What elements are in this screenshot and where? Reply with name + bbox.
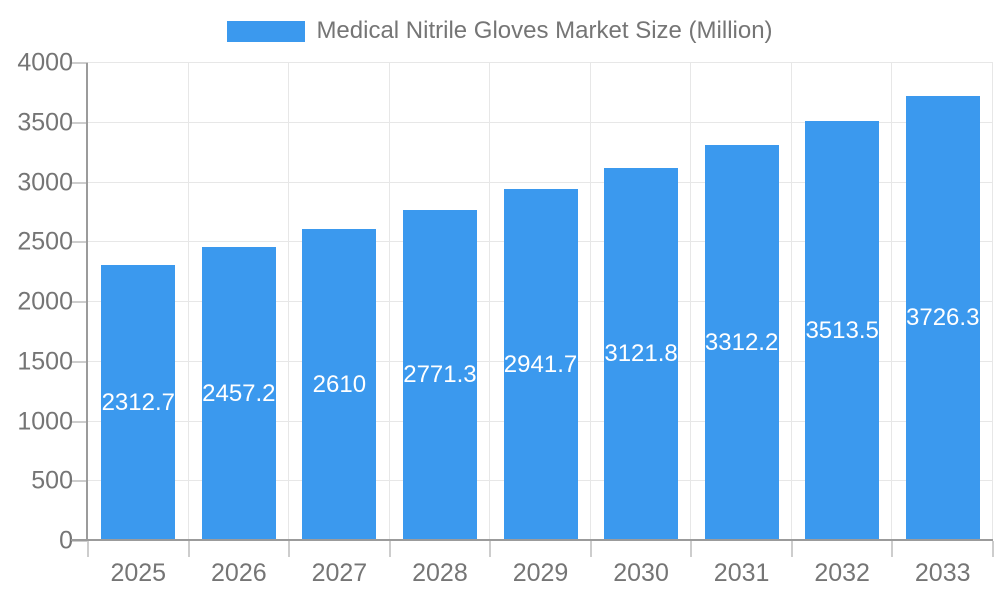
y-axis-tick bbox=[71, 241, 88, 244]
x-gridline bbox=[489, 63, 491, 541]
x-gridline bbox=[690, 63, 692, 541]
y-gridline bbox=[88, 121, 993, 123]
y-axis-tick bbox=[71, 181, 88, 184]
y-axis-label: 0 bbox=[59, 526, 73, 555]
x-axis-tick bbox=[187, 541, 190, 557]
legend-swatch bbox=[227, 20, 306, 42]
x-axis-tick bbox=[388, 541, 391, 557]
x-gridline bbox=[288, 63, 290, 541]
y-axis-tick bbox=[71, 540, 88, 542]
bar bbox=[201, 247, 276, 541]
x-gridline bbox=[388, 63, 390, 541]
x-axis-tick bbox=[992, 541, 994, 557]
y-axis-label: 2000 bbox=[17, 287, 73, 316]
y-gridline bbox=[88, 181, 993, 183]
x-axis-label: 2025 bbox=[110, 559, 167, 587]
x-axis-tick bbox=[790, 541, 793, 557]
y-axis-label: 4000 bbox=[17, 48, 73, 77]
x-axis-label: 2033 bbox=[914, 559, 971, 587]
x-axis-label: 2027 bbox=[311, 559, 368, 587]
y-axis-line bbox=[86, 63, 88, 541]
bar bbox=[805, 121, 880, 541]
x-axis-label: 2031 bbox=[713, 559, 770, 587]
y-axis-label: 3500 bbox=[17, 108, 73, 137]
bar-value-label: 3312.2 bbox=[704, 329, 779, 357]
y-axis-label: 500 bbox=[31, 466, 73, 495]
x-axis-label: 2032 bbox=[814, 559, 870, 587]
x-gridline bbox=[187, 63, 189, 541]
x-gridline bbox=[589, 63, 591, 541]
bar-value-label: 2610 bbox=[312, 371, 367, 399]
bar-value-label: 2771.3 bbox=[403, 361, 477, 389]
y-axis-label: 3000 bbox=[17, 168, 73, 196]
x-axis-label: 2028 bbox=[412, 559, 468, 587]
legend-label: Medical Nitrile Gloves Market Size (Mill… bbox=[316, 17, 773, 44]
x-axis-label: 2030 bbox=[613, 559, 669, 587]
y-axis-tick bbox=[71, 301, 88, 303]
bar-value-label: 3726.3 bbox=[906, 304, 980, 332]
bar bbox=[402, 209, 477, 541]
bar-value-label: 2312.7 bbox=[101, 388, 175, 416]
y-axis-tick bbox=[71, 121, 88, 124]
y-axis-tick bbox=[71, 360, 88, 363]
y-axis-tick bbox=[71, 62, 88, 64]
x-gridline bbox=[992, 63, 993, 541]
x-gridline bbox=[790, 63, 792, 541]
x-axis-tick bbox=[288, 541, 291, 557]
x-axis-tick bbox=[690, 541, 693, 557]
bar-value-label: 2941.7 bbox=[503, 351, 578, 379]
y-axis-tick bbox=[71, 480, 88, 483]
x-axis-tick bbox=[589, 541, 592, 557]
bar bbox=[302, 229, 377, 541]
bar bbox=[604, 167, 679, 541]
y-axis-label: 2500 bbox=[17, 227, 73, 256]
chart-legend[interactable]: Medical Nitrile Gloves Market Size (Mill… bbox=[0, 17, 1000, 46]
bar bbox=[101, 264, 176, 541]
y-gridline bbox=[88, 62, 993, 63]
x-axis-label: 2029 bbox=[512, 559, 569, 587]
x-gridline bbox=[891, 63, 893, 541]
bar bbox=[704, 145, 779, 541]
bar bbox=[503, 189, 578, 541]
x-axis-line bbox=[71, 539, 993, 541]
bar-value-label: 3513.5 bbox=[805, 317, 879, 345]
x-axis-label: 2026 bbox=[211, 559, 267, 587]
bar-value-label: 3121.8 bbox=[604, 340, 678, 368]
x-axis-tick bbox=[891, 541, 894, 557]
bar bbox=[905, 95, 980, 541]
bar-value-label: 2457.2 bbox=[202, 380, 276, 408]
y-axis-tick bbox=[71, 420, 88, 423]
x-axis-tick bbox=[87, 541, 89, 557]
y-axis-label: 1000 bbox=[17, 407, 73, 435]
x-axis-tick bbox=[489, 541, 492, 557]
y-axis-label: 1500 bbox=[17, 347, 73, 376]
